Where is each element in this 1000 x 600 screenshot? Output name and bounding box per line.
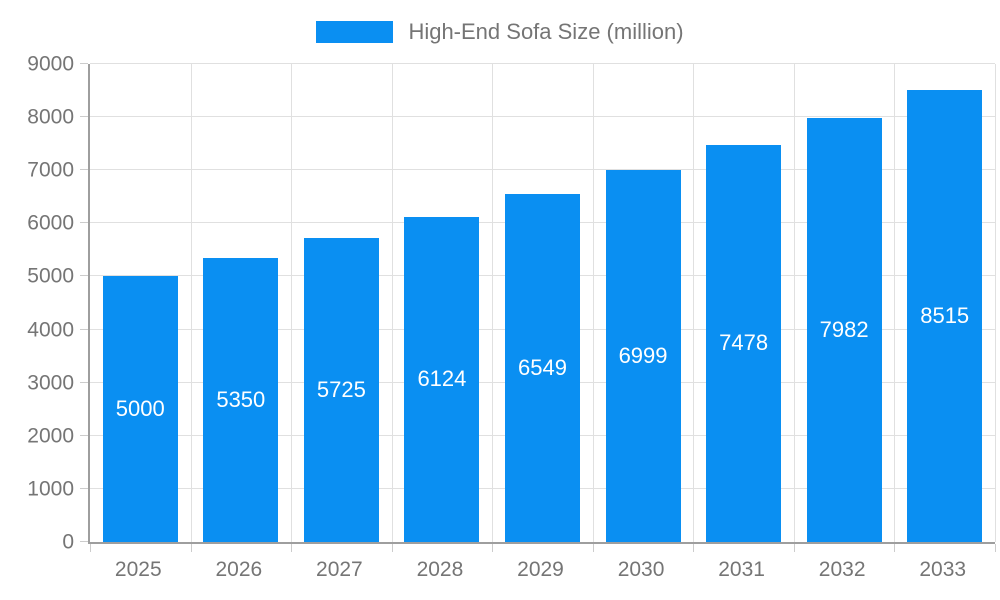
vertical-grid-line [995, 64, 996, 542]
bar: 5725 [303, 237, 379, 542]
bar: 6999 [605, 170, 681, 542]
x-axis-tick [492, 544, 494, 552]
horizontal-grid-line [90, 116, 995, 118]
bar-value-label: 8515 [920, 302, 970, 328]
horizontal-grid-line [90, 169, 995, 171]
y-axis-tick-label: 6000 [27, 211, 74, 235]
y-axis-labels: 0 1000 2000 3000 4000 5000 6000 7000 8000 9000 [0, 54, 74, 553]
y-axis-tick-label: 7000 [27, 158, 74, 182]
x-axis-tick-label: 2025 [114, 558, 162, 581]
x-axis-tick-label: 2030 [617, 558, 665, 581]
x-axis-tick [894, 544, 896, 552]
bar: 6549 [504, 194, 580, 542]
y-axis-tick [80, 169, 88, 171]
y-axis-tick [80, 381, 88, 383]
vertical-grid-line [492, 64, 494, 542]
y-axis-tick-label: 5000 [27, 264, 74, 288]
vertical-grid-line [894, 64, 896, 542]
x-axis-tick-label: 2032 [818, 558, 866, 581]
y-axis-tick-label: 1000 [27, 477, 74, 501]
bar: 5350 [203, 257, 279, 542]
y-axis-tick-label: 4000 [27, 318, 74, 342]
y-axis-tick [80, 434, 88, 436]
bar: 6124 [404, 216, 480, 542]
bar: 5000 [102, 276, 178, 542]
x-axis-tick-label: 2031 [718, 558, 765, 581]
y-axis-tick [80, 222, 88, 224]
y-axis-tick [80, 487, 88, 489]
bar-value-label: 6999 [618, 343, 668, 369]
bar-value-label: 6124 [417, 366, 467, 392]
y-axis-tick [80, 328, 88, 330]
x-axis-tick-label: 2027 [316, 558, 363, 581]
bar-value-label: 5000 [115, 396, 165, 422]
x-axis-labels: 2025 2026 2027 2028 2029 2030 2031 2032 2033 [88, 558, 993, 588]
bar-value-label: 6549 [518, 355, 567, 381]
bar: 7982 [806, 118, 882, 542]
x-axis-tick-label: 2026 [215, 558, 263, 581]
x-axis-tick [190, 544, 192, 552]
vertical-grid-line [291, 64, 293, 542]
x-axis-tick [391, 544, 393, 552]
bar-value-label: 5725 [316, 376, 366, 402]
y-axis-tick [80, 116, 88, 118]
x-axis-tick [995, 544, 996, 552]
bar-value-label: 5350 [216, 386, 266, 412]
x-axis-tick [793, 544, 795, 552]
legend-swatch [316, 21, 394, 43]
x-axis-tick [291, 544, 293, 552]
y-axis-tick-label: 0 [62, 530, 74, 554]
y-axis-tick [80, 541, 88, 542]
bar: 8515 [907, 89, 983, 542]
bar-value-label: 7982 [819, 317, 869, 343]
plot-area: 5000 5350 5725 6124 6549 6999 7478 7982 8515 [80, 63, 996, 552]
y-axis-tick-label: 8000 [27, 105, 74, 129]
vertical-grid-line [592, 64, 594, 542]
legend[interactable]: High-End Sofa Size (million) [0, 18, 1000, 46]
x-axis-tick [592, 544, 594, 552]
vertical-grid-line [793, 64, 795, 542]
bar-value-label: 7478 [719, 330, 769, 356]
vertical-grid-line [190, 64, 192, 542]
y-axis-tick-label: 2000 [27, 424, 74, 448]
y-axis-tick [80, 275, 88, 277]
legend-label: High-End Sofa Size (million) [408, 19, 684, 44]
vertical-grid-line [391, 64, 393, 542]
y-axis-tick [80, 63, 88, 64]
y-axis-tick-label: 3000 [27, 371, 74, 395]
y-axis-tick-label: 9000 [27, 52, 74, 76]
x-axis-tick-label: 2029 [517, 558, 564, 581]
x-axis-tick-label: 2033 [919, 558, 967, 581]
x-axis-tick [693, 544, 695, 552]
horizontal-grid-line [90, 63, 995, 64]
vertical-grid-line [693, 64, 695, 542]
bar: 7478 [706, 144, 782, 542]
x-axis-tick-label: 2028 [416, 558, 464, 581]
x-axis-tick [90, 544, 91, 552]
